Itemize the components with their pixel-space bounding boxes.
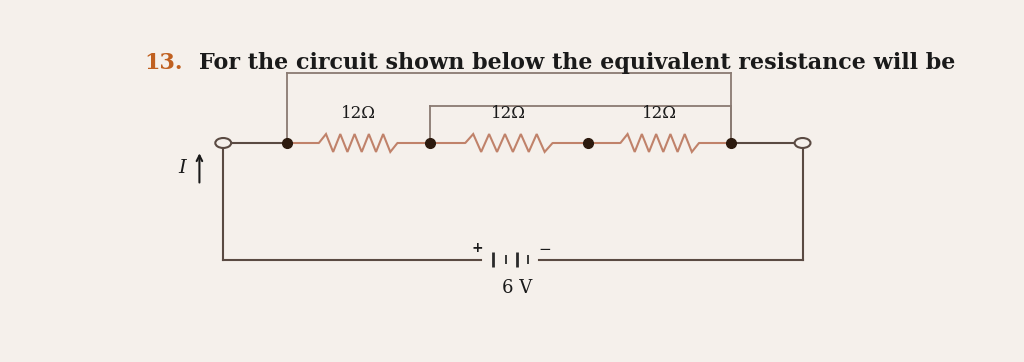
Text: I: I <box>178 159 185 177</box>
Text: 12Ω: 12Ω <box>492 105 526 122</box>
Circle shape <box>795 138 811 148</box>
Text: −: − <box>539 241 551 257</box>
Text: 13.: 13. <box>143 52 182 74</box>
Text: 12Ω: 12Ω <box>341 105 376 122</box>
Circle shape <box>215 138 231 148</box>
Text: +: + <box>471 240 483 254</box>
Text: For the circuit shown below the equivalent resistance will be: For the circuit shown below the equivale… <box>200 52 955 74</box>
Text: 6 V: 6 V <box>502 279 532 297</box>
Text: 12Ω: 12Ω <box>642 105 677 122</box>
